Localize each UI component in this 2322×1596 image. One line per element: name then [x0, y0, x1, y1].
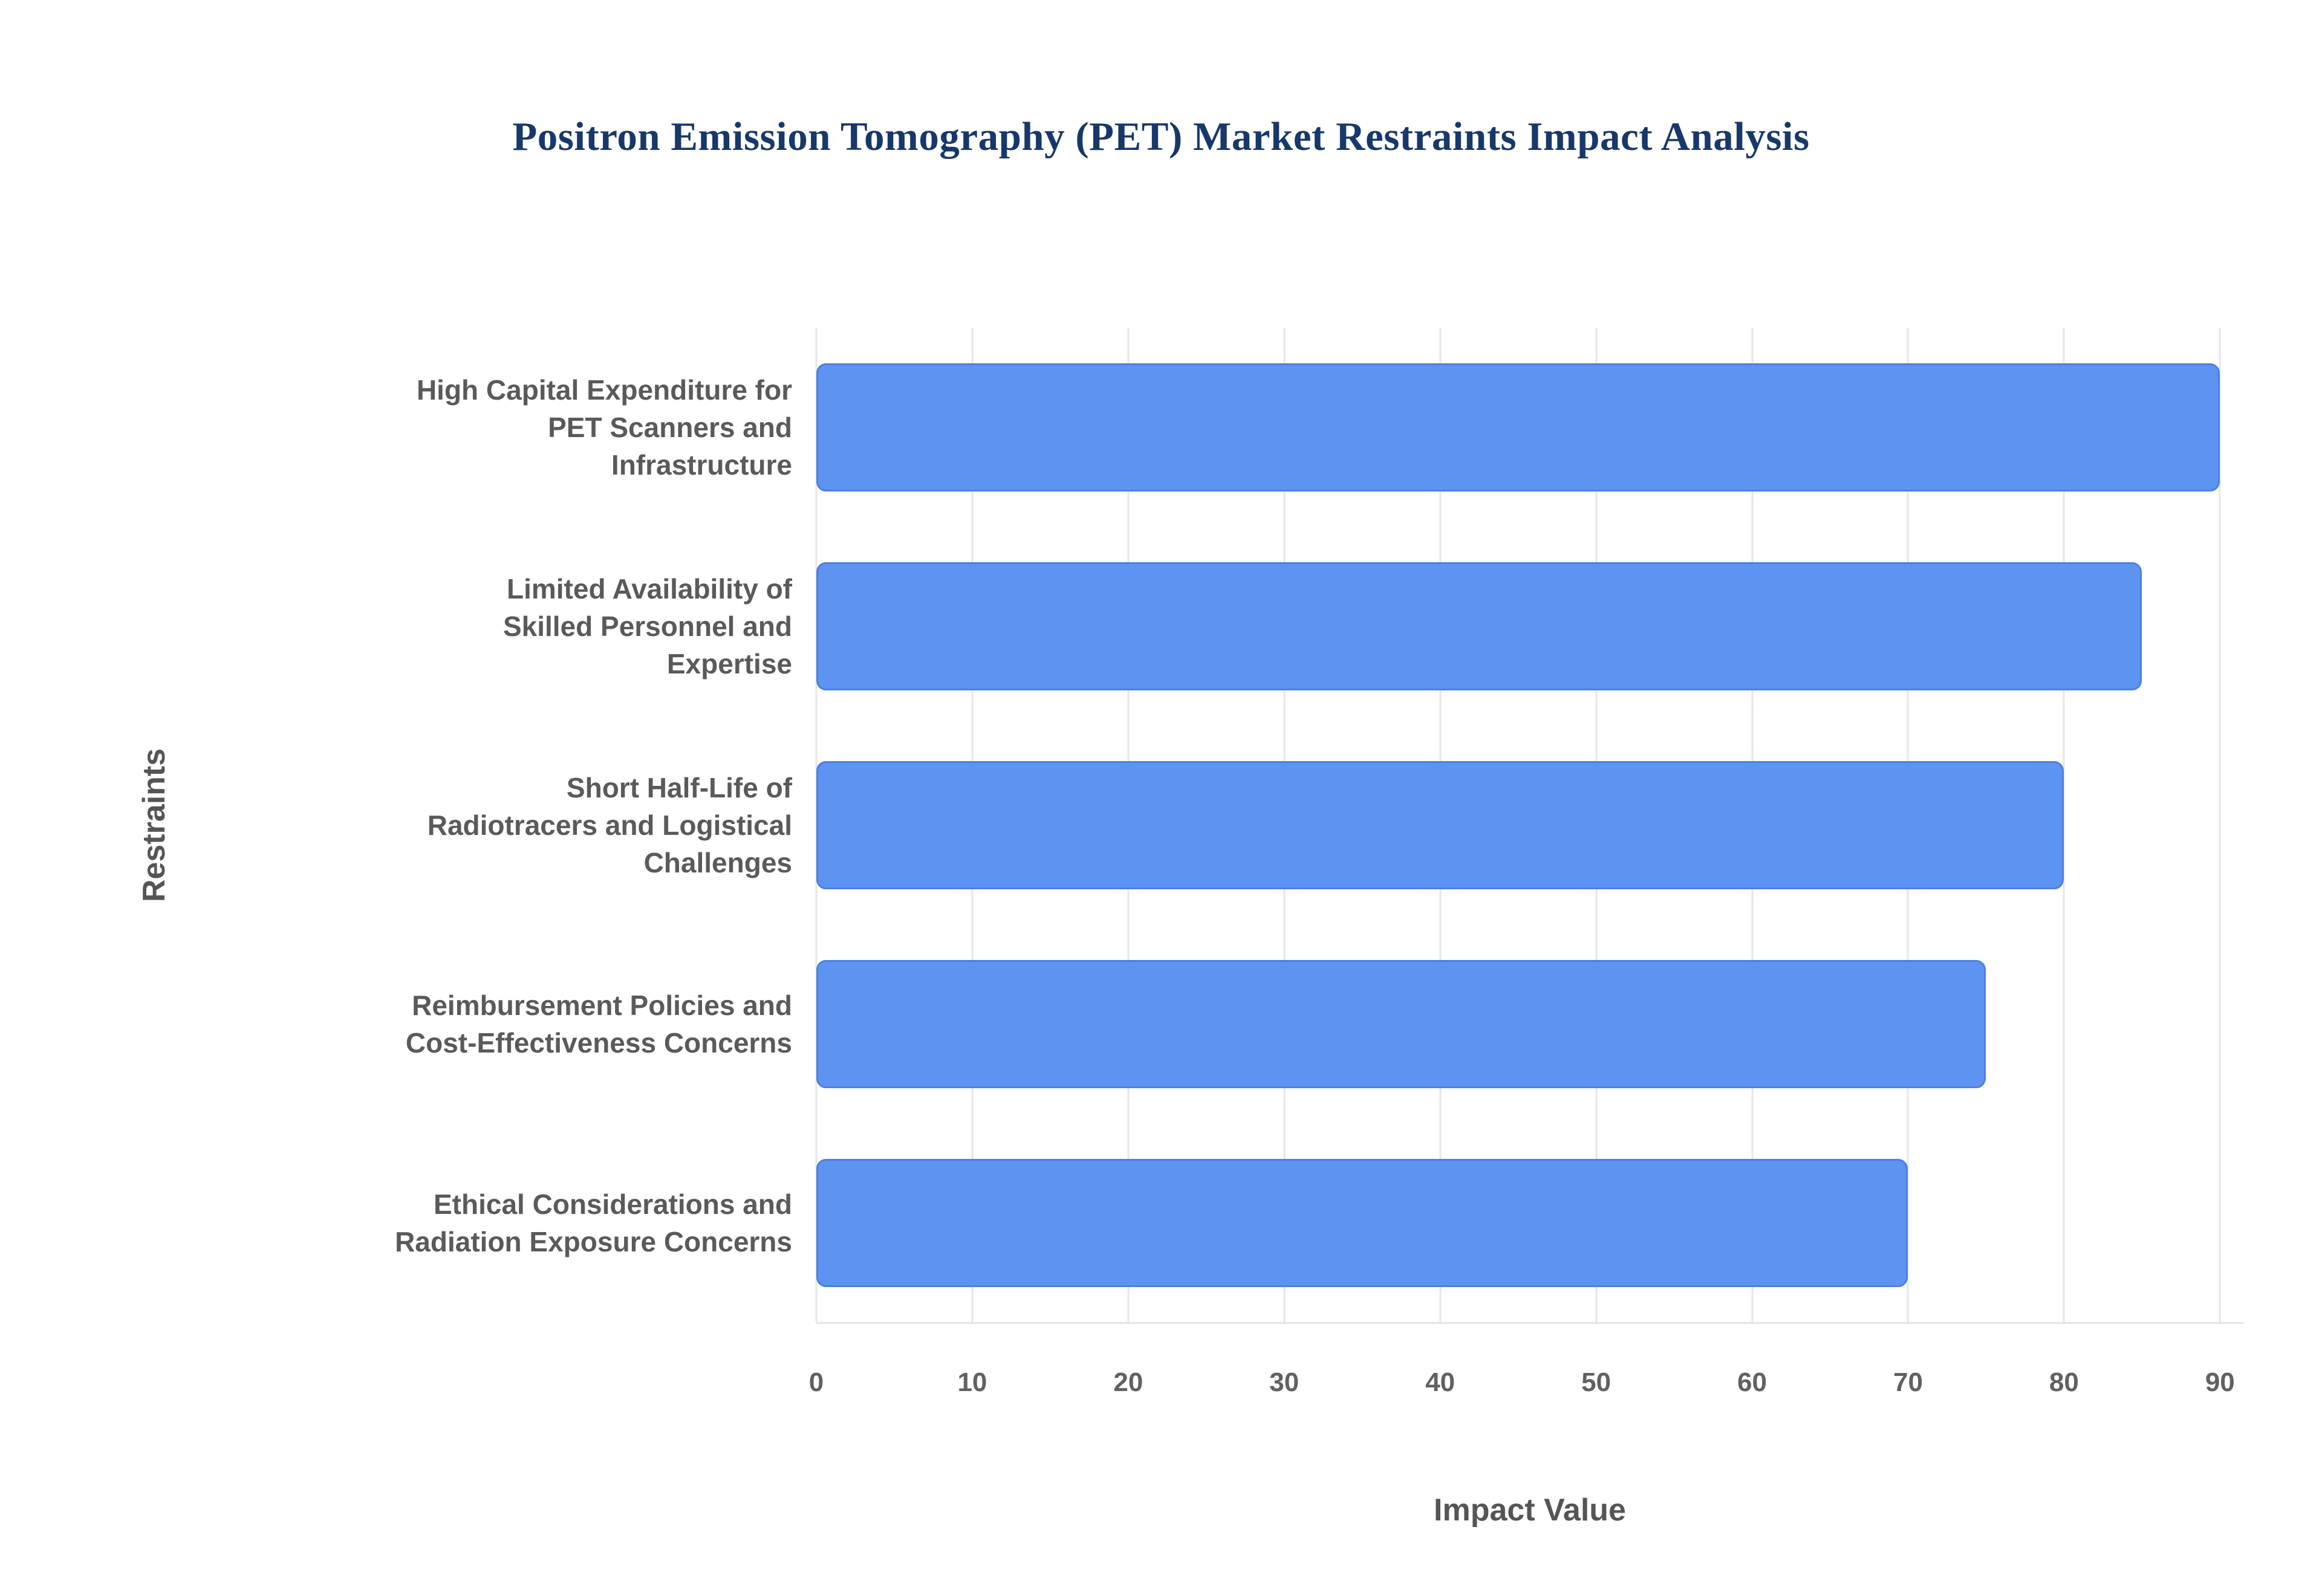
category-label: Ethical Considerations and Radiation Expo…	[395, 1188, 792, 1257]
chart-title: Positron Emission Tomography (PET) Marke…	[512, 114, 1810, 159]
category-label: Short Half-Life of Radiotracers and Logis…	[427, 771, 792, 878]
bar	[816, 562, 2142, 690]
x-tick-label: 50	[1581, 1367, 1611, 1397]
grid-line	[2063, 328, 2065, 1322]
x-tick-label: 30	[1269, 1367, 1299, 1397]
bar	[816, 959, 1986, 1088]
category-label: High Capital Expenditure for PET Scanners…	[416, 374, 792, 481]
x-tick-label: 80	[2049, 1367, 2079, 1397]
x-axis-title: Impact Value	[1434, 1493, 1626, 1528]
bar	[816, 761, 2064, 889]
category-axis: High Capital Expenditure for PET Scanners…	[163, 328, 792, 1322]
bar	[816, 1158, 1908, 1287]
x-tick-label: 90	[2205, 1367, 2235, 1397]
x-tick-label: 10	[957, 1367, 987, 1397]
x-tick-label: 40	[1425, 1367, 1455, 1397]
plot-area	[815, 328, 2243, 1324]
x-axis-ticks: 0 10 20 30 40 50 60 70 80 90	[809, 1367, 2243, 1410]
x-tick-label: 60	[1737, 1367, 1768, 1397]
category-label: Limited Availability of Skilled Personnel…	[502, 573, 792, 680]
grid-line	[2219, 328, 2221, 1322]
x-tick-label: 0	[808, 1367, 824, 1397]
category-label: Reimbursement Policies and Cost-Effective…	[405, 989, 792, 1059]
x-tick-label: 70	[1893, 1367, 1923, 1397]
x-tick-label: 20	[1113, 1367, 1143, 1397]
bar	[816, 363, 2220, 491]
